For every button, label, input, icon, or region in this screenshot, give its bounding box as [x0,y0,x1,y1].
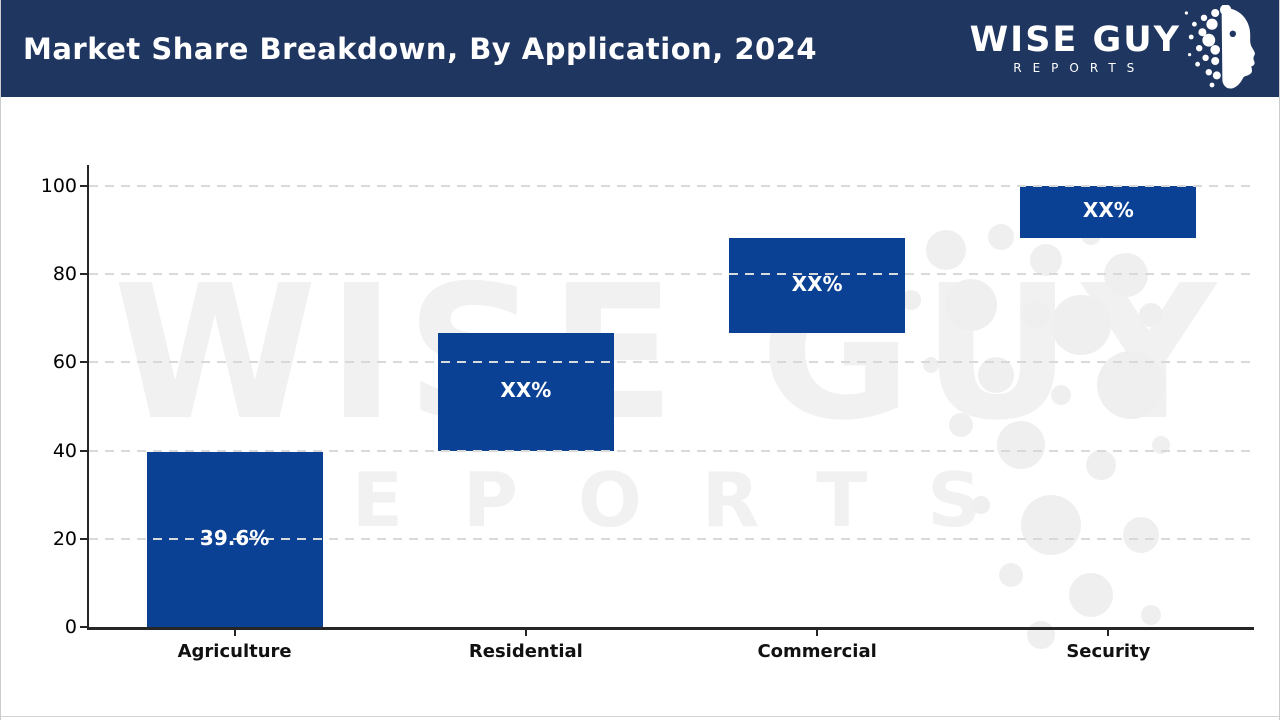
bottom-hairline [1,716,1279,717]
gridline-80 [89,273,1254,276]
y-tick-80 [80,273,87,276]
y-tick-40 [80,449,87,452]
logo-text: WISE GUY REPORTS [969,20,1181,75]
bar-commercial [729,238,906,334]
y-tick-60 [80,361,87,364]
plot: 0 20 40 60 80 100 39.6% Agriculture XX% Residenti… [1,97,1279,720]
bar-residential [437,333,614,451]
x-tick-agriculture [233,630,236,636]
y-tick-label-40: 40 [52,439,77,462]
bar-value-label: XX% [1082,198,1134,223]
x-axis-line [87,627,1254,630]
x-category-label: Agriculture [177,641,292,662]
page-title: Market Share Breakdown, By Application, … [23,31,818,66]
y-tick-label-20: 20 [52,527,77,550]
y-tick-label-100: 100 [40,175,77,197]
x-tick-security [1107,630,1110,636]
gridline-20 [89,537,1254,540]
header: Market Share Breakdown, By Application, … [1,0,1279,97]
gridline-100 [89,185,1254,187]
x-category-label: Residential [468,641,583,662]
wise-guy-logo: WISE GUY REPORTS [969,4,1263,93]
chart-area: WISE GUY REPORTS 0 20 40 60 80 100 39.6% Agricu… [1,97,1279,720]
bar-value-label: XX% [500,377,552,402]
watermark-wordmark: WISE GUY [113,245,1226,461]
y-tick-label-0: 0 [64,616,77,638]
y-tick-0 [80,626,87,628]
gridline-40 [89,449,1254,452]
y-tick-label-60: 60 [52,351,77,374]
wise-guy-face-icon [1184,4,1255,89]
watermark-face-dots-icon [901,224,1170,649]
y-tick-100 [80,185,87,187]
logo-wordmark: WISE GUY [969,20,1181,60]
bar-value-label: XX% [791,271,843,296]
bar-value-label: 39.6% [199,525,270,550]
y-tick-20 [80,537,87,540]
y-axis-line [87,165,89,629]
watermark-subtitle: REPORTS [234,456,1042,544]
gridline-60 [89,361,1254,364]
x-category-label: Commercial [757,641,877,662]
x-category-label: Security [1066,641,1151,662]
bar-security [1020,186,1197,239]
x-tick-residential [524,630,527,636]
y-tick-label-80: 80 [52,263,77,286]
x-tick-commercial [816,630,819,636]
logo-subtitle: REPORTS [1013,61,1146,75]
